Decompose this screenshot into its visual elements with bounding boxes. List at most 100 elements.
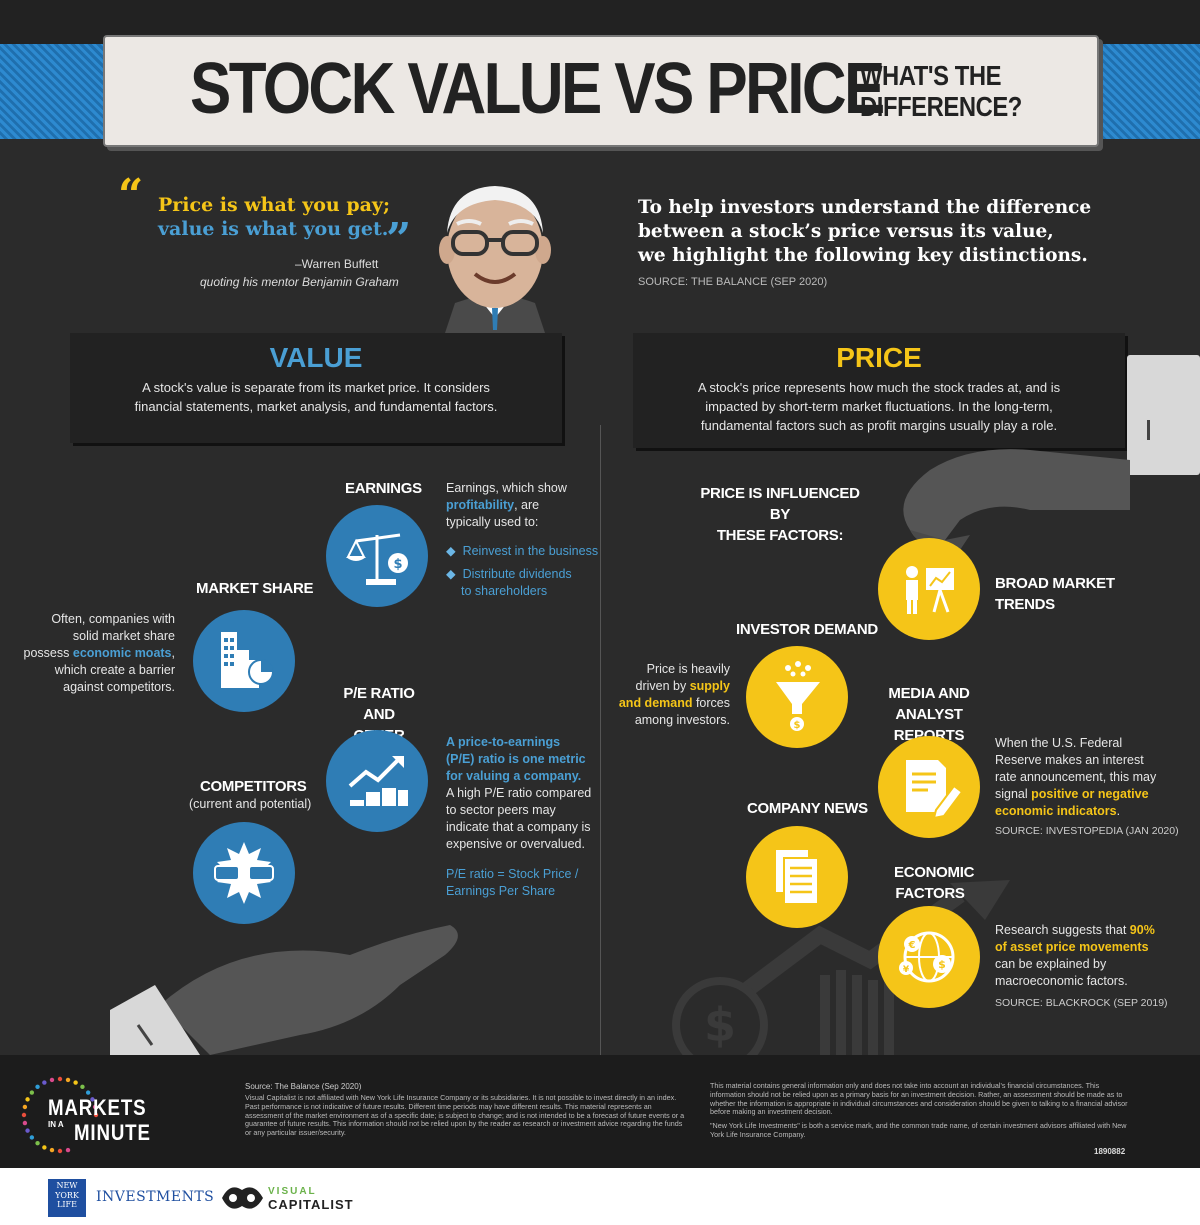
logo-dot [92, 1104, 98, 1110]
pe-ratio-formula: P/E ratio = Stock Price / Earnings Per Sh… [446, 867, 579, 898]
footer [0, 1055, 1200, 1168]
logo-dot [22, 1120, 28, 1126]
price-title: PRICE [836, 342, 922, 373]
competitors-circle [193, 822, 295, 924]
title-banner [103, 35, 1099, 147]
pe-ratio-circle [326, 730, 428, 832]
earnings-description: Earnings, which show profitability, are … [446, 481, 567, 529]
left-stripe [0, 44, 110, 139]
earnings-bullets: ◆ Reinvest in the business ◆ Distribute … [446, 544, 599, 598]
close-quote-icon: ” [386, 214, 412, 265]
logo-dot [85, 1090, 91, 1095]
company-news-title: COMPANY NEWS [747, 800, 868, 817]
logo-dot [57, 1148, 63, 1154]
economic-factors-title: ECONOMIC FACTORS [894, 864, 975, 902]
logo-dot [35, 1140, 40, 1146]
economic-factors-circle: € ¥ $ [878, 906, 980, 1008]
market-share-description: Often, companies with solid market share… [23, 612, 175, 694]
page-title: STOCK VALUE VS PRICE [190, 49, 885, 129]
svg-text:¥: ¥ [903, 965, 910, 975]
economic-indicators-highlight: positive or negative [1031, 787, 1149, 801]
growth-chart-icon [348, 756, 408, 806]
company-news-circle [746, 826, 848, 928]
logo-dot [22, 1104, 28, 1110]
logo-dot [29, 1135, 35, 1140]
logo-dot [49, 1147, 55, 1153]
logo-dot [65, 1147, 71, 1153]
scale-icon: $ [346, 533, 408, 585]
visual-capitalist-logo-icon [222, 1187, 263, 1209]
markets-logo-dots-icon [21, 1076, 99, 1154]
quote-line-2: value is what you get. [158, 218, 389, 240]
economic-factors-description: Research suggests that 90% of asset pric… [995, 923, 1155, 988]
logo-dot [49, 1077, 55, 1083]
earnings-highlight: profitability [446, 498, 515, 512]
center-divider [600, 425, 601, 1055]
earnings-title: EARNINGS [345, 480, 422, 497]
logo-dot [80, 1084, 85, 1090]
competitors-title: COMPETITORS [200, 778, 307, 795]
right-stripe [1090, 44, 1200, 139]
media-description: When the U.S. Federal Reserve makes an i… [995, 736, 1157, 818]
nyl-logo: NEW YORK LIFE [48, 1179, 86, 1217]
page-subtitle: WHAT'S THE DIFFERENCE? [860, 60, 1022, 122]
brand-minute: MINUTE [74, 1120, 151, 1145]
svg-text:€: € [908, 940, 916, 951]
svg-text:$: $ [704, 998, 736, 1052]
investments-label: INVESTMENTS [96, 1189, 215, 1205]
logo-dot [25, 1128, 30, 1133]
media-source: SOURCE: INVESTOPEDIA (JAN 2020) [995, 825, 1179, 837]
logo-dot [57, 1076, 63, 1082]
brand-in-a: IN A [48, 1120, 64, 1129]
intro-text: To help investors understand the differe… [638, 197, 1092, 266]
pe-ratio-description: A high P/E ratio compared to sector peers… [446, 786, 592, 851]
holding-hand-icon [110, 925, 458, 1060]
investor-demand-description: Price is heavily driven by supply and de… [618, 662, 730, 727]
competitors-subtitle: (current and potential) [189, 797, 312, 811]
broad-market-circle [878, 538, 980, 640]
logo-dot [25, 1097, 30, 1102]
logo-dot [35, 1084, 40, 1090]
broad-market-title: BROAD MARKET TRENDS [995, 575, 1115, 613]
economic-moats-highlight: economic moats [72, 646, 172, 660]
logo-dot [42, 1080, 47, 1085]
supply-highlight: supply [689, 679, 730, 693]
footer-disclaimer-1: Visual Capitalist is not affiliated with… [245, 1093, 685, 1138]
ninety-percent-highlight: 90% [1129, 923, 1155, 937]
documents-icon [776, 850, 819, 905]
report-pen-icon [906, 760, 964, 820]
price-description: A stock's price represents how much the … [697, 380, 1061, 433]
intro-source: SOURCE: THE BALANCE (SEP 2020) [638, 276, 828, 288]
price-influenced-title: PRICE IS INFLUENCED BY THESE FACTORS: [700, 485, 860, 544]
investor-demand-title: INVESTOR DEMAND [736, 621, 878, 638]
globe-currency-icon: € ¥ $ [899, 931, 955, 983]
footer-source: Source: The Balance (Sep 2020) [245, 1082, 362, 1091]
market-share-circle [193, 610, 295, 712]
value-box [70, 333, 562, 443]
tug-of-war-icon [214, 842, 274, 904]
presentation-icon [906, 566, 954, 614]
logo-dot [93, 1112, 99, 1118]
right-cuff-line [1147, 420, 1150, 440]
pe-ratio-highlight: A price-to-earnings (P/E) ratio is one me… [446, 735, 586, 783]
value-title: VALUE [269, 342, 363, 373]
quote-author: –Warren Buffett [295, 257, 379, 271]
logo-dot [42, 1145, 47, 1150]
investor-demand-circle: $ [746, 646, 848, 748]
market-share-title: MARKET SHARE [196, 580, 314, 597]
logo-dot [90, 1097, 95, 1102]
svg-text:$: $ [938, 958, 946, 971]
logo-dot [65, 1077, 71, 1083]
funnel-icon: $ [776, 661, 820, 731]
visual-capitalist-label: VISUAL CAPITALIST [268, 1186, 354, 1212]
right-cuff [1127, 355, 1200, 475]
brand-markets: MARKETS [48, 1095, 147, 1120]
bottom-bar [0, 1168, 1200, 1225]
buildings-chart-icon [221, 632, 274, 688]
buffett-portrait-icon [439, 186, 551, 333]
economic-factors-source: SOURCE: BLACKROCK (SEP 2019) [995, 997, 1168, 1009]
media-circle [878, 736, 980, 838]
quote-note: quoting his mentor Benjamin Graham [200, 275, 399, 289]
footer-disclaimer-2: This material contains general informati… [710, 1081, 1128, 1117]
quote-line-1: Price is what you pay; [158, 194, 390, 216]
